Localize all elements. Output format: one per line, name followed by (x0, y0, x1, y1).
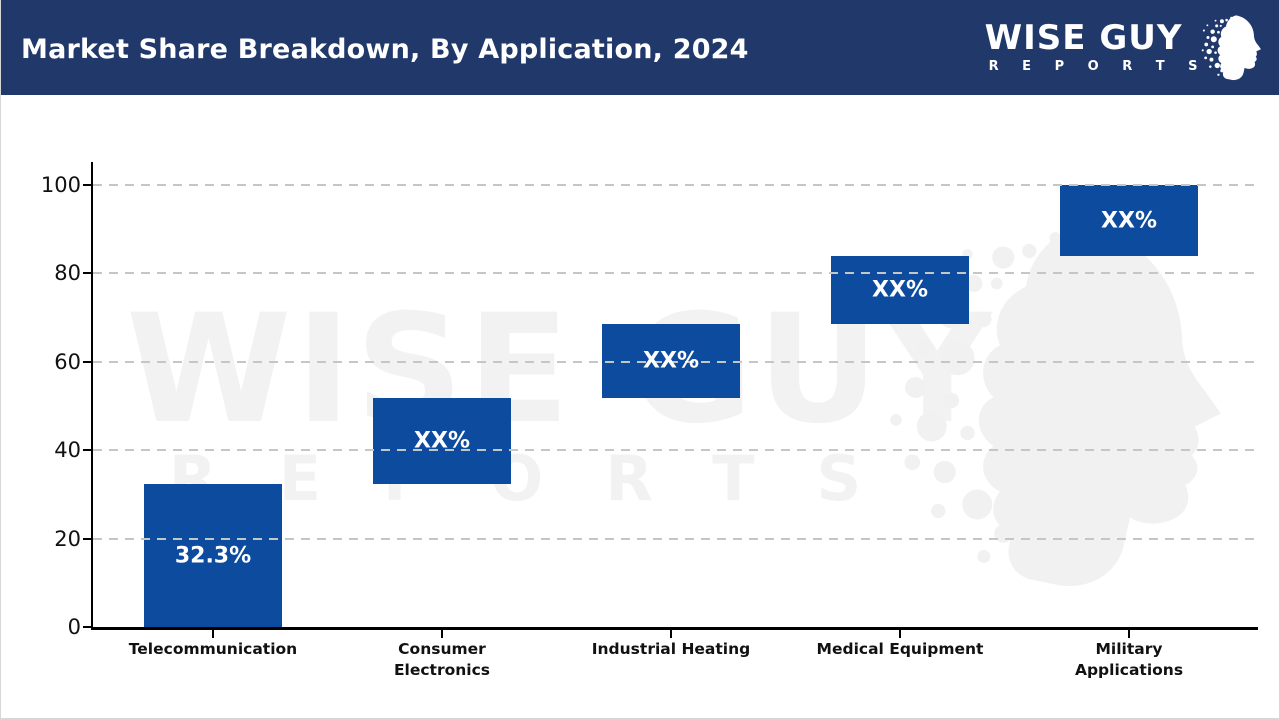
gridline (93, 184, 1257, 186)
header-bar: Market Share Breakdown, By Application, … (1, 0, 1279, 95)
category-label: Telecommunication (128, 640, 298, 658)
bar-value-label: XX% (414, 428, 470, 454)
gridline (93, 360, 1257, 363)
y-tick-mark (83, 626, 91, 628)
bar-value-label: XX% (643, 348, 699, 374)
y-tick-label: 20 (54, 526, 81, 551)
logo-wordmark: WISE GUY (984, 18, 1183, 58)
category-label: Industrial Heating (591, 640, 751, 658)
bar-value-label: XX% (872, 277, 928, 303)
category-label: Military Applications (1074, 640, 1184, 679)
x-tick-mark (212, 630, 214, 638)
x-tick-mark (899, 630, 901, 638)
logo-subtitle: R E P O R T S (988, 59, 1207, 74)
category-label: Medical Equipment (816, 640, 984, 658)
x-axis-line (91, 627, 1258, 630)
bar-value-label: 32.3% (174, 543, 252, 569)
bar-segment (831, 256, 969, 324)
gridline (93, 272, 1257, 275)
bar-segment (373, 398, 511, 485)
bar-value-label: XX% (1101, 208, 1157, 234)
x-tick-mark (1128, 630, 1130, 638)
y-tick-label: 100 (40, 173, 81, 197)
watermark-subtitle: REPORTS (169, 442, 924, 515)
y-tick-mark (83, 360, 91, 363)
y-tick-mark (83, 184, 91, 186)
y-tick-label: 80 (54, 261, 81, 286)
page-title: Market Share Breakdown, By Application, … (21, 34, 749, 65)
gridline (93, 537, 1257, 540)
logo-face-icon (1201, 8, 1265, 88)
category-label: Consumer Electronics (393, 640, 491, 679)
bar-segment (144, 484, 282, 627)
y-tick-mark (83, 272, 91, 275)
y-tick-mark (83, 537, 91, 540)
bar-segment (1060, 185, 1198, 257)
y-tick-label: 0 (67, 615, 81, 639)
gridline (93, 449, 1257, 452)
y-tick-label: 60 (54, 349, 81, 374)
x-tick-mark (670, 630, 672, 638)
y-tick-label: 40 (54, 438, 81, 463)
x-tick-mark (441, 630, 443, 638)
wise-guy-reports-logo: WISE GUY R E P O R T S (985, 8, 1265, 88)
y-axis-line (91, 162, 93, 629)
y-tick-mark (83, 449, 91, 452)
